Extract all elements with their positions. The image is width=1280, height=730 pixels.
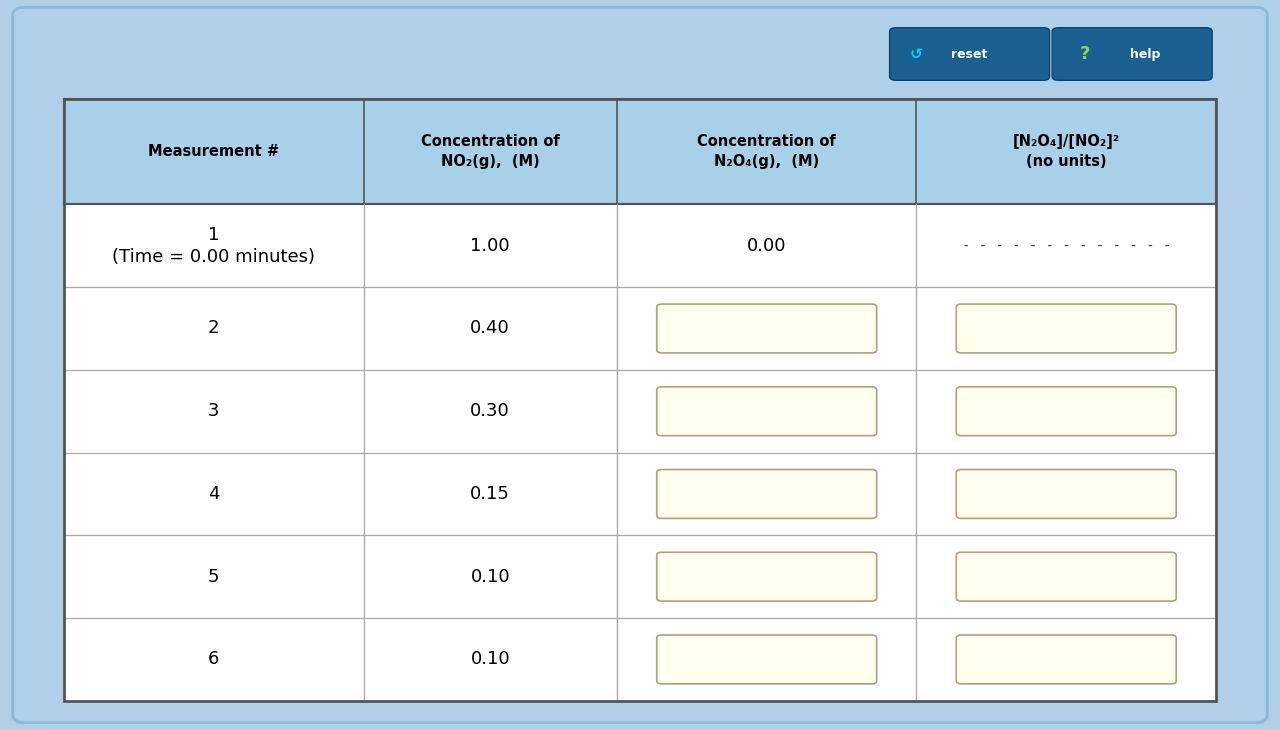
- Bar: [916, 287, 1216, 370]
- Text: 6: 6: [209, 650, 219, 669]
- Bar: [916, 370, 1216, 453]
- Bar: [617, 287, 916, 370]
- Text: 3: 3: [209, 402, 219, 420]
- Bar: [64, 204, 364, 287]
- Text: Measurement #: Measurement #: [148, 144, 279, 159]
- Text: 4: 4: [209, 485, 219, 503]
- Text: 5: 5: [209, 568, 219, 585]
- Bar: [64, 618, 364, 701]
- FancyBboxPatch shape: [657, 553, 877, 601]
- Text: 1.00: 1.00: [471, 237, 509, 255]
- Text: ?: ?: [1080, 45, 1091, 63]
- Text: 1
(Time = 0.00 minutes): 1 (Time = 0.00 minutes): [113, 226, 315, 266]
- Text: help: help: [1130, 47, 1161, 61]
- Bar: [916, 535, 1216, 618]
- FancyBboxPatch shape: [956, 387, 1176, 436]
- Bar: [916, 618, 1216, 701]
- FancyBboxPatch shape: [890, 28, 1050, 80]
- Bar: [364, 287, 617, 370]
- Text: - - - - - - - - - - - - -: - - - - - - - - - - - - -: [961, 239, 1171, 253]
- Bar: [64, 287, 364, 370]
- FancyBboxPatch shape: [956, 553, 1176, 601]
- Bar: [364, 618, 617, 701]
- Bar: [617, 453, 916, 535]
- FancyBboxPatch shape: [1052, 28, 1212, 80]
- Bar: [617, 370, 916, 453]
- Text: 0.00: 0.00: [748, 237, 786, 255]
- Bar: [364, 370, 617, 453]
- FancyBboxPatch shape: [657, 635, 877, 684]
- Bar: [617, 204, 916, 287]
- Bar: [916, 204, 1216, 287]
- Text: ↺: ↺: [910, 47, 923, 61]
- Text: 0.15: 0.15: [470, 485, 511, 503]
- Bar: [64, 99, 1216, 204]
- Text: 0.10: 0.10: [471, 650, 509, 669]
- Bar: [64, 370, 364, 453]
- Text: 0.10: 0.10: [471, 568, 509, 585]
- FancyBboxPatch shape: [657, 387, 877, 436]
- Bar: [364, 453, 617, 535]
- Text: reset: reset: [951, 47, 987, 61]
- Bar: [64, 453, 364, 535]
- Bar: [64, 99, 1216, 701]
- FancyBboxPatch shape: [956, 304, 1176, 353]
- Text: Concentration of
NO₂(g),  (M): Concentration of NO₂(g), (M): [421, 134, 559, 169]
- FancyBboxPatch shape: [657, 469, 877, 518]
- Bar: [617, 618, 916, 701]
- FancyBboxPatch shape: [956, 469, 1176, 518]
- Bar: [916, 453, 1216, 535]
- Text: 2: 2: [209, 320, 219, 337]
- Text: [N₂O₄]/[NO₂]²
(no units): [N₂O₄]/[NO₂]² (no units): [1012, 134, 1120, 169]
- FancyBboxPatch shape: [956, 635, 1176, 684]
- Bar: [617, 535, 916, 618]
- FancyBboxPatch shape: [13, 7, 1267, 723]
- Text: 0.30: 0.30: [470, 402, 511, 420]
- Text: 0.40: 0.40: [470, 320, 511, 337]
- Bar: [64, 535, 364, 618]
- Bar: [364, 204, 617, 287]
- FancyBboxPatch shape: [657, 304, 877, 353]
- Text: Concentration of
N₂O₄(g),  (M): Concentration of N₂O₄(g), (M): [698, 134, 836, 169]
- Bar: [364, 535, 617, 618]
